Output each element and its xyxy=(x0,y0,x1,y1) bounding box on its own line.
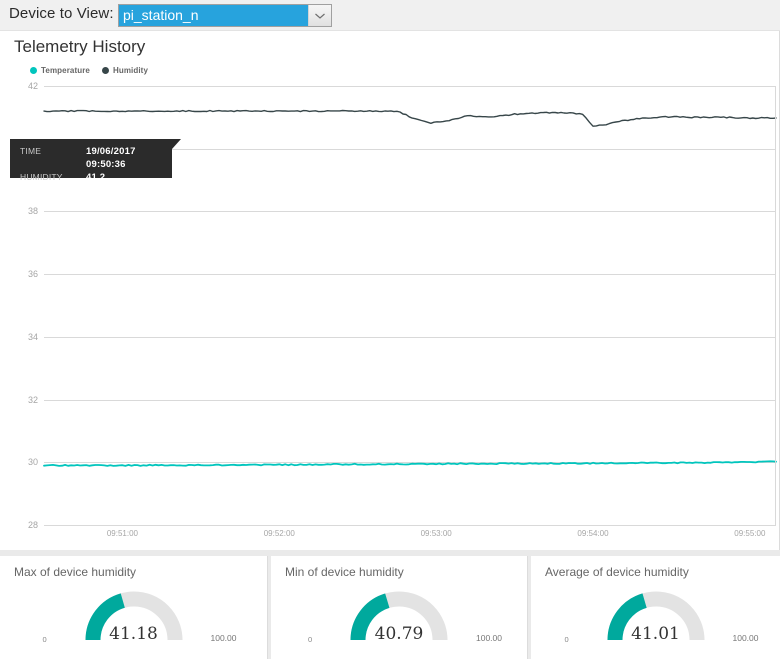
chart-tooltip: TIME 19/06/2017 09:50:36 HUMIDITY 41.2 xyxy=(10,139,172,183)
gauge-title: Min of device humidity xyxy=(285,565,404,579)
gauge-min-label: 0 xyxy=(308,635,313,644)
min-humidity-gauge-card[interactable]: Min of device humidity 0 100.00 40.79 xyxy=(271,556,528,659)
gauge-value: 41.01 xyxy=(631,624,680,644)
legend-label-temperature: Temperature xyxy=(41,66,90,75)
x-axis-tick-label: 09:51:00 xyxy=(106,529,138,538)
x-axis-tick-label: 09:55:00 xyxy=(734,529,766,538)
humidity-line xyxy=(43,109,777,127)
y-axis-tick-label: 42 xyxy=(27,81,38,91)
chart-right-axis-line xyxy=(775,86,776,525)
chevron-down-icon[interactable] xyxy=(308,5,331,26)
gridline xyxy=(44,211,776,213)
gridline xyxy=(44,399,776,401)
gridline xyxy=(44,336,776,338)
gridline xyxy=(44,86,776,87)
legend-item-temperature[interactable]: Temperature xyxy=(30,66,90,75)
gridline xyxy=(44,462,776,464)
tooltip-humidity-value: 41.2 xyxy=(86,172,106,183)
gauge-body: 0 100.00 41.01 xyxy=(531,586,780,656)
gridline xyxy=(44,274,776,276)
y-axis-tick-label: 36 xyxy=(27,269,38,280)
gauge-title: Max of device humidity xyxy=(14,565,137,579)
y-axis-tick-label: 38 xyxy=(27,206,38,217)
gauge-value: 41.18 xyxy=(109,624,158,644)
telemetry-history-chart-card[interactable]: Telemetry History Temperature Humidity 4… xyxy=(0,31,780,550)
x-axis-tick-label: 09:54:00 xyxy=(577,529,609,538)
average-humidity-gauge-card[interactable]: Average of device humidity 0 100.00 41.0… xyxy=(531,556,780,659)
report-canvas: Telemetry History Temperature Humidity 4… xyxy=(0,31,780,659)
max-humidity-gauge-card[interactable]: Max of device humidity 0 100.00 41.18 xyxy=(0,556,268,659)
device-to-view-label: Device to View: xyxy=(9,5,114,22)
gauge-value: 40.79 xyxy=(374,624,424,644)
gauge-body: 0 100.00 41.18 xyxy=(0,586,267,656)
gridline xyxy=(44,148,776,150)
tooltip-time-value: 19/06/2017 09:50:36 xyxy=(86,146,136,170)
tooltip-humidity-key: HUMIDITY xyxy=(20,172,63,182)
page-title: Telemetry History xyxy=(14,37,146,56)
gauge-body: 0 100.00 40.79 xyxy=(271,586,527,656)
device-select-dropdown[interactable]: pi_station_n xyxy=(118,4,332,27)
gauge-min-label: 0 xyxy=(42,635,47,644)
device-select-value[interactable]: pi_station_n xyxy=(119,5,308,26)
gauge-wrap: 0 100.00 41.18 xyxy=(29,586,239,656)
gauge-wrap: 0 100.00 41.01 xyxy=(551,586,761,656)
chart-series-lines xyxy=(43,109,777,467)
chart-plot-area[interactable]: 4240383634323028 09:51:0009:52:0009:53:0… xyxy=(28,81,777,538)
x-axis-tick-label: 09:53:00 xyxy=(420,529,452,538)
y-axis-tick-label: 28 xyxy=(27,520,38,530)
legend-item-humidity[interactable]: Humidity xyxy=(101,66,148,75)
y-axis-tick-label: 30 xyxy=(27,457,38,468)
legend-dot-humidity xyxy=(101,67,109,74)
gauge-max-label: 100.00 xyxy=(476,633,502,643)
x-axis-tick-label: 09:52:00 xyxy=(263,529,295,538)
top-toolbar: Device to View: pi_station_n xyxy=(0,0,780,31)
gauge-wrap: 0 100.00 40.79 xyxy=(294,586,504,656)
gauge-arc xyxy=(607,591,704,641)
gauge-arc xyxy=(350,591,448,641)
gauge-max-label: 100.00 xyxy=(210,633,237,643)
tooltip-time-key: TIME xyxy=(20,146,42,156)
legend-label-humidity: Humidity xyxy=(112,66,148,75)
tooltip-row-time: TIME 19/06/2017 09:50:36 xyxy=(20,145,164,171)
gauge-title: Average of device humidity xyxy=(545,565,689,579)
chart-legend: Temperature Humidity xyxy=(30,66,148,75)
y-axis-tick-label: 34 xyxy=(27,331,38,342)
gauge-arc xyxy=(85,591,182,641)
gauge-max-label: 100.00 xyxy=(732,633,759,643)
tooltip-pointer xyxy=(172,139,181,149)
temperature-line xyxy=(43,460,777,467)
gauge-min-label: 0 xyxy=(564,635,569,644)
y-axis-tick-label: 32 xyxy=(27,394,38,405)
tooltip-row-humidity: HUMIDITY 41.2 xyxy=(20,171,164,184)
legend-dot-temperature xyxy=(30,67,37,74)
gridline xyxy=(44,525,776,526)
